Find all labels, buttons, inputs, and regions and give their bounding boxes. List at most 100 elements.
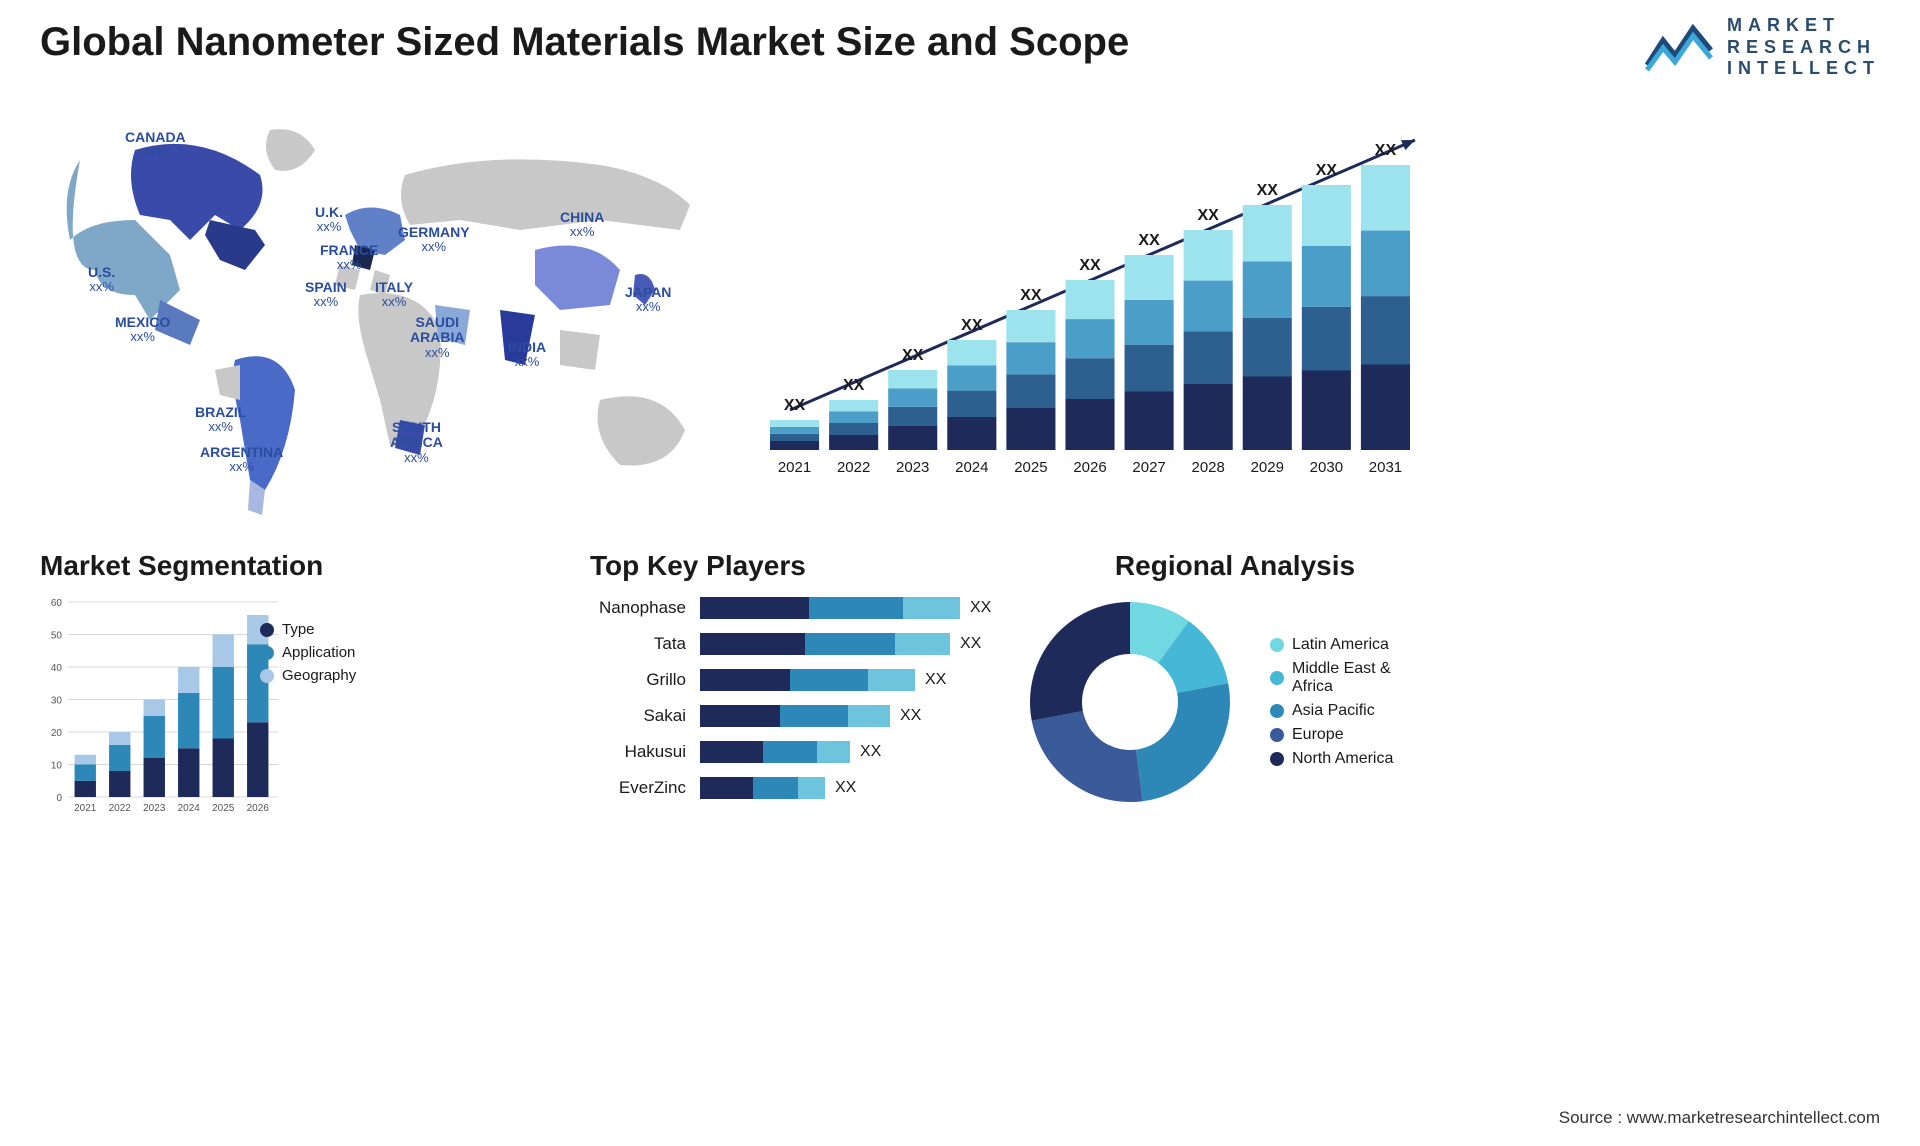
svg-text:2023: 2023 <box>896 459 929 476</box>
svg-text:60: 60 <box>51 598 63 609</box>
map-label: CANADAxx% <box>125 130 186 160</box>
map-label: FRANCExx% <box>320 243 378 273</box>
player-value: XX <box>860 743 881 761</box>
player-name: Hakusui <box>590 742 700 762</box>
legend-label: Europe <box>1292 726 1344 744</box>
segmentation-legend: Type Application Geography <box>260 615 356 690</box>
player-name: Sakai <box>590 706 700 726</box>
legend-item: Asia Pacific <box>1270 702 1422 720</box>
svg-text:20: 20 <box>51 728 63 739</box>
legend-label: North America <box>1292 750 1393 768</box>
player-value: XX <box>900 707 921 725</box>
svg-text:2026: 2026 <box>247 803 270 814</box>
regional-legend: Latin America Middle East & Africa Asia Pa… <box>1270 630 1422 774</box>
svg-text:2022: 2022 <box>837 459 870 476</box>
svg-text:XX: XX <box>843 377 865 394</box>
player-name: Grillo <box>590 670 700 690</box>
svg-text:2024: 2024 <box>955 459 988 476</box>
legend-swatch <box>1270 638 1284 652</box>
world-map: CANADAxx% U.S.xx%MEXICOxx% BRAZILxx% ARGENT… <box>40 120 720 520</box>
legend-swatch <box>260 623 274 637</box>
legend-item: Middle East & Africa <box>1270 660 1422 696</box>
svg-text:2026: 2026 <box>1073 459 1106 476</box>
player-name: EverZinc <box>590 778 700 798</box>
legend-swatch <box>1270 704 1284 718</box>
segmentation-title: Market Segmentation <box>40 550 430 582</box>
player-bar: XX <box>700 777 1010 799</box>
player-row: TataXX <box>590 630 1010 658</box>
regional-section: Regional Analysis Latin America Middle Ea… <box>1020 550 1450 812</box>
svg-text:50: 50 <box>51 631 63 642</box>
map-label: CHINAxx% <box>560 210 604 240</box>
svg-text:2024: 2024 <box>178 803 201 814</box>
players-title: Top Key Players <box>590 550 1010 582</box>
map-label: ARGENTINAxx% <box>200 445 283 475</box>
svg-text:XX: XX <box>1020 287 1042 304</box>
player-value: XX <box>970 599 991 617</box>
svg-text:XX: XX <box>1138 232 1160 249</box>
map-label: INDIAxx% <box>508 340 546 370</box>
player-bar: XX <box>700 597 1010 619</box>
player-row: Nanophase XX <box>590 594 1010 622</box>
header: Global Nanometer Sized Materials Market … <box>40 20 1880 100</box>
player-value: XX <box>835 779 856 797</box>
player-bar: XX <box>700 741 1010 763</box>
legend-label: Application <box>282 644 355 661</box>
legend-label: Geography <box>282 667 356 684</box>
svg-text:2027: 2027 <box>1132 459 1165 476</box>
svg-text:2031: 2031 <box>1369 459 1402 476</box>
player-value: XX <box>925 671 946 689</box>
legend-swatch <box>1270 671 1284 685</box>
svg-text:2029: 2029 <box>1251 459 1284 476</box>
svg-text:2030: 2030 <box>1310 459 1343 476</box>
svg-text:2025: 2025 <box>212 803 235 814</box>
svg-text:XX: XX <box>961 317 983 334</box>
player-row: Grillo XX <box>590 666 1010 694</box>
legend-label: Type <box>282 621 315 638</box>
legend-swatch <box>260 646 274 660</box>
svg-text:2028: 2028 <box>1191 459 1224 476</box>
players-section: Top Key Players Nanophase XX TataXX Grillo X… <box>590 550 1010 810</box>
legend-label: Middle East & Africa <box>1292 660 1422 696</box>
svg-text:XX: XX <box>1079 257 1101 274</box>
page-title: Global Nanometer Sized Materials Market … <box>40 20 1880 65</box>
map-label: SOUTHAFRICAxx% <box>390 420 443 465</box>
source-attribution: Source : www.marketresearchintellect.com <box>1559 1108 1880 1128</box>
map-label: MEXICOxx% <box>115 315 170 345</box>
legend-item: Latin America <box>1270 636 1422 654</box>
map-label: U.S.xx% <box>88 265 115 295</box>
forecast-chart: XX 2021 XX 2022 XX 2023 XX 2024 XX 2025 XX 2026 XX 20… <box>750 120 1430 490</box>
svg-text:2021: 2021 <box>778 459 811 476</box>
legend-item: Geography <box>260 667 356 684</box>
regional-donut <box>1020 592 1240 812</box>
map-label: JAPANxx% <box>625 285 671 315</box>
brand-logo: MARKET RESEARCH INTELLECT <box>1645 15 1880 80</box>
map-label: GERMANYxx% <box>398 225 470 255</box>
svg-text:2025: 2025 <box>1014 459 1047 476</box>
player-row: EverZinc XX <box>590 774 1010 802</box>
player-name: Nanophase <box>590 598 700 618</box>
player-row: Sakai XX <box>590 702 1010 730</box>
svg-text:0: 0 <box>56 793 62 804</box>
segmentation-chart: 0102030405060202120222023202420252026 <box>40 592 280 822</box>
forecast-svg: XX 2021 XX 2022 XX 2023 XX 2024 XX 2025 XX 2026 XX 20… <box>750 120 1430 490</box>
legend-swatch <box>1270 752 1284 766</box>
legend-swatch <box>1270 728 1284 742</box>
map-label: SPAINxx% <box>305 280 347 310</box>
svg-text:2023: 2023 <box>143 803 166 814</box>
player-row: Hakusui XX <box>590 738 1010 766</box>
player-bar: XX <box>700 669 1010 691</box>
map-label: BRAZILxx% <box>195 405 246 435</box>
map-label: U.K.xx% <box>315 205 343 235</box>
svg-text:30: 30 <box>51 696 63 707</box>
regional-title: Regional Analysis <box>1020 550 1450 582</box>
logo-icon <box>1645 20 1715 75</box>
svg-text:XX: XX <box>1316 162 1338 179</box>
logo-text: MARKET RESEARCH INTELLECT <box>1727 15 1880 80</box>
legend-label: Latin America <box>1292 636 1389 654</box>
map-label: ITALYxx% <box>375 280 413 310</box>
player-bar: XX <box>700 705 1010 727</box>
svg-text:2021: 2021 <box>74 803 97 814</box>
legend-label: Asia Pacific <box>1292 702 1375 720</box>
svg-text:XX: XX <box>902 347 924 364</box>
